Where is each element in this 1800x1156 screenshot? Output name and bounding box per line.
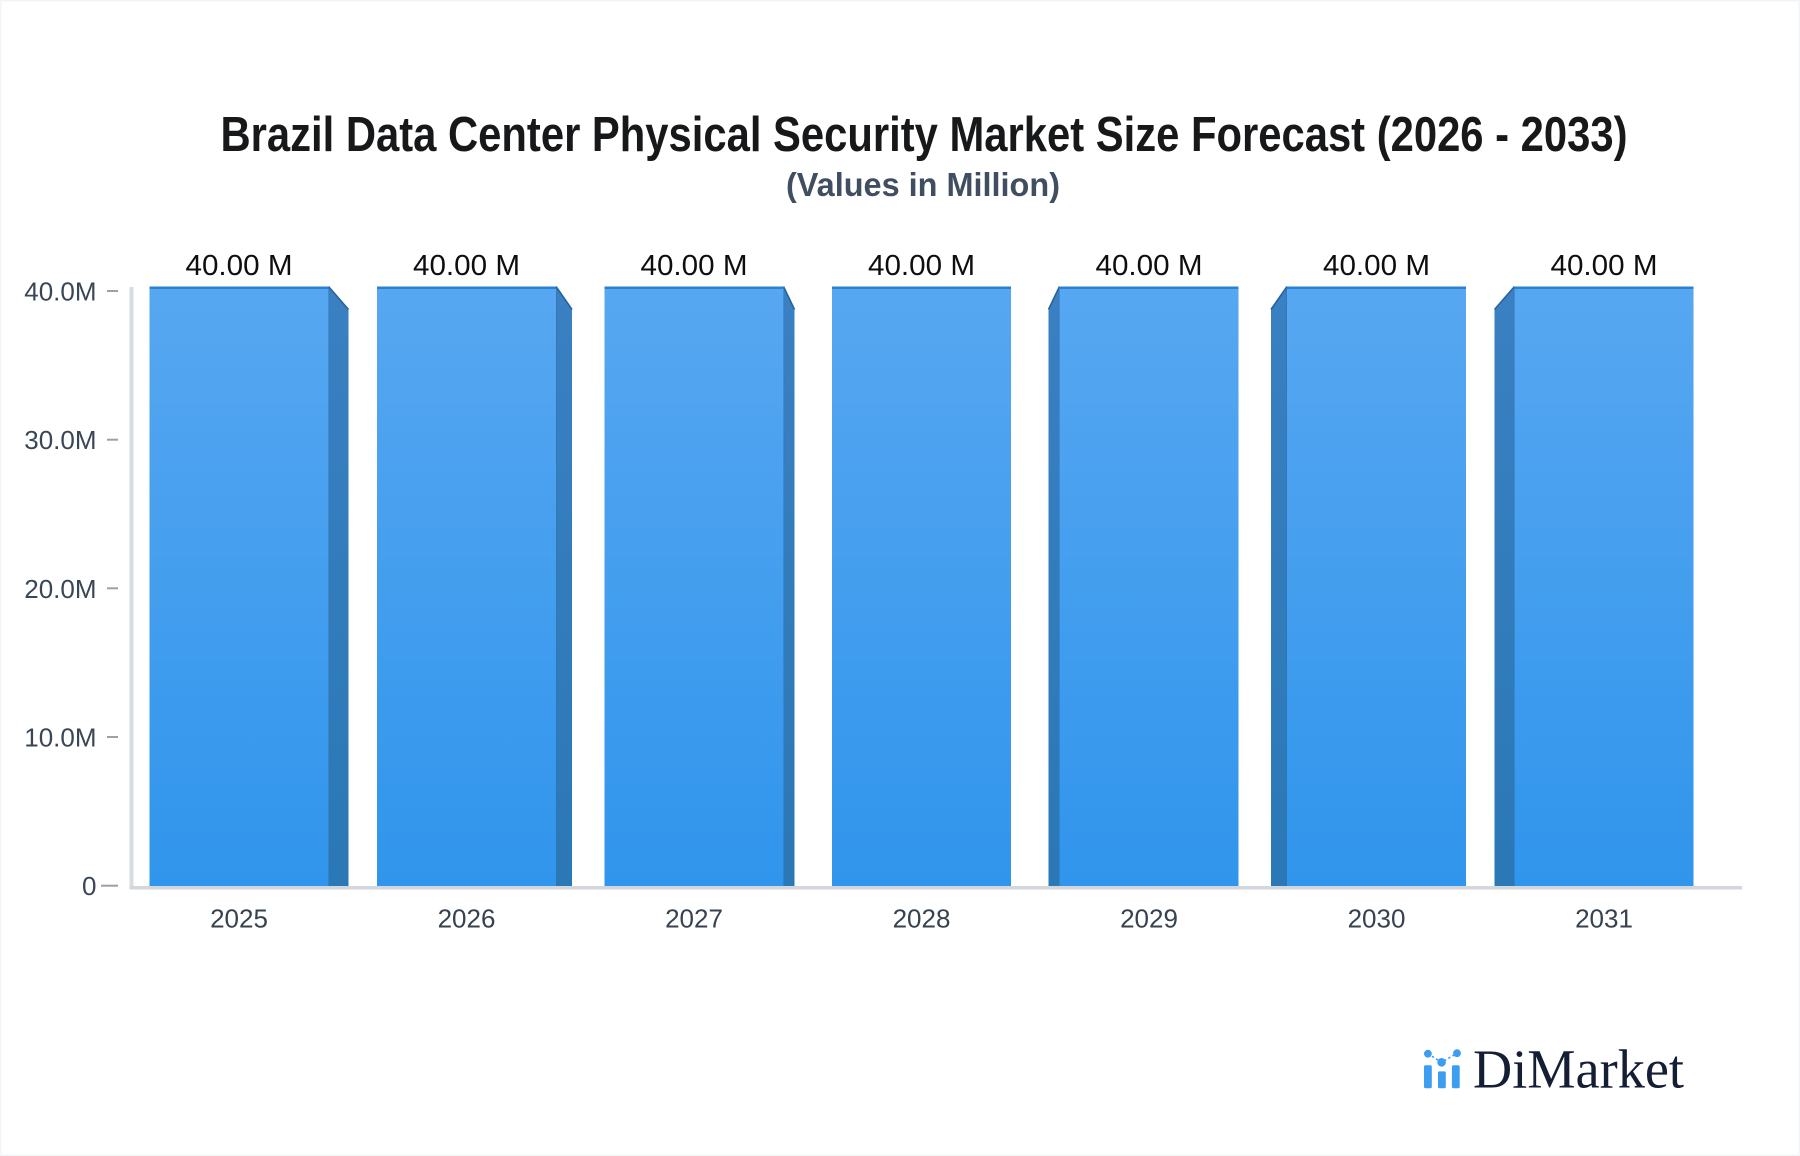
svg-text:2027: 2027 [665, 904, 723, 934]
svg-text:40.0M: 40.0M [24, 277, 96, 307]
svg-text:2029: 2029 [1120, 904, 1178, 934]
svg-text:40.00 M: 40.00 M [413, 250, 520, 282]
svg-text:10.0M: 10.0M [24, 723, 96, 753]
svg-text:40.00 M: 40.00 M [868, 250, 975, 282]
svg-text:DiMarket: DiMarket [1473, 1039, 1684, 1100]
svg-text:40.00 M: 40.00 M [641, 250, 748, 282]
svg-text:40.00 M: 40.00 M [1096, 250, 1203, 282]
svg-text:0: 0 [82, 871, 96, 901]
svg-text:40.00 M: 40.00 M [186, 250, 293, 282]
svg-text:2025: 2025 [210, 904, 268, 934]
svg-text:30.0M: 30.0M [24, 425, 96, 455]
svg-text:20.0M: 20.0M [24, 574, 96, 604]
svg-text:40.00 M: 40.00 M [1551, 250, 1658, 282]
svg-text:2028: 2028 [893, 904, 951, 934]
svg-text:(Values in Million): (Values in Million) [786, 166, 1060, 203]
svg-text:2026: 2026 [438, 904, 496, 934]
svg-text:2031: 2031 [1575, 904, 1633, 934]
svg-text:40.00 M: 40.00 M [1323, 250, 1430, 282]
svg-text:Brazil Data Center Physical Se: Brazil Data Center Physical Security Mar… [221, 108, 1628, 162]
svg-text:2030: 2030 [1348, 904, 1406, 934]
